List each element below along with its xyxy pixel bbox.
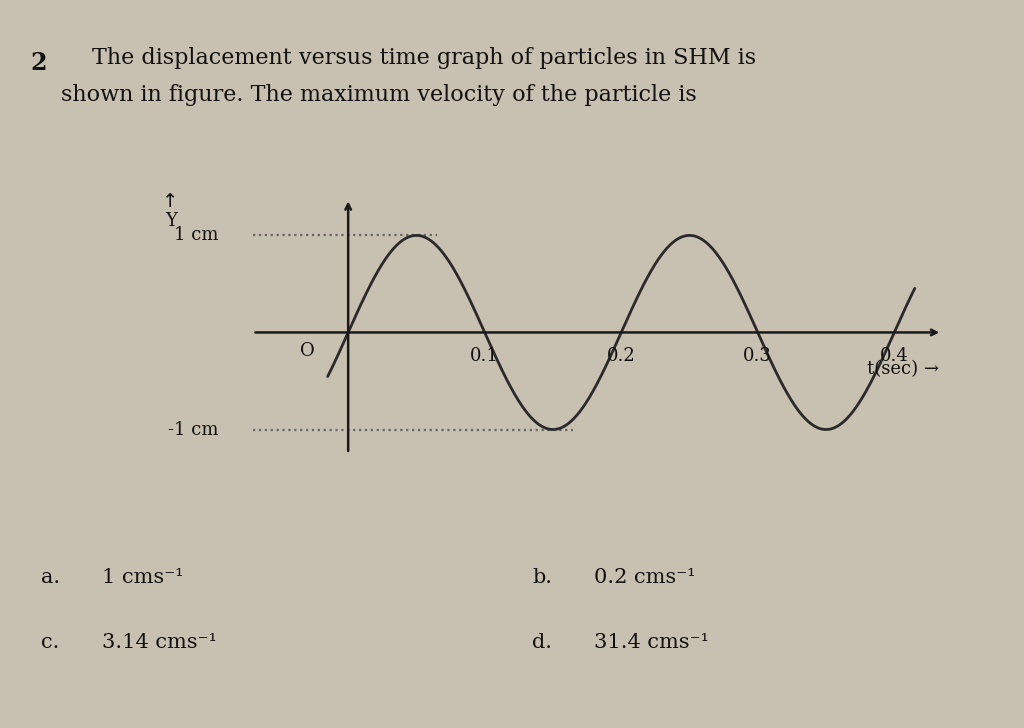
Text: 0.2: 0.2 xyxy=(607,347,636,365)
Text: 2: 2 xyxy=(31,51,47,75)
Text: 1 cm: 1 cm xyxy=(174,226,218,245)
Text: Y: Y xyxy=(165,212,176,230)
Text: -1 cm: -1 cm xyxy=(168,421,218,438)
Text: 31.4 cms⁻¹: 31.4 cms⁻¹ xyxy=(594,633,709,652)
Text: 0.4: 0.4 xyxy=(880,347,908,365)
Text: ↑: ↑ xyxy=(163,192,179,211)
Text: 0.2 cms⁻¹: 0.2 cms⁻¹ xyxy=(594,568,695,587)
Text: The displacement versus time graph of particles in SHM is: The displacement versus time graph of pa… xyxy=(92,47,757,69)
Text: c.: c. xyxy=(41,633,59,652)
Text: 1 cms⁻¹: 1 cms⁻¹ xyxy=(102,568,184,587)
Text: d.: d. xyxy=(532,633,553,652)
Text: 0.1: 0.1 xyxy=(470,347,499,365)
Text: O: O xyxy=(300,342,314,360)
Text: shown in figure. The maximum velocity of the particle is: shown in figure. The maximum velocity of… xyxy=(61,84,697,106)
Text: t(sec) →: t(sec) → xyxy=(867,360,939,378)
Text: b.: b. xyxy=(532,568,553,587)
Text: a.: a. xyxy=(41,568,60,587)
Text: 0.3: 0.3 xyxy=(743,347,772,365)
Text: 3.14 cms⁻¹: 3.14 cms⁻¹ xyxy=(102,633,217,652)
